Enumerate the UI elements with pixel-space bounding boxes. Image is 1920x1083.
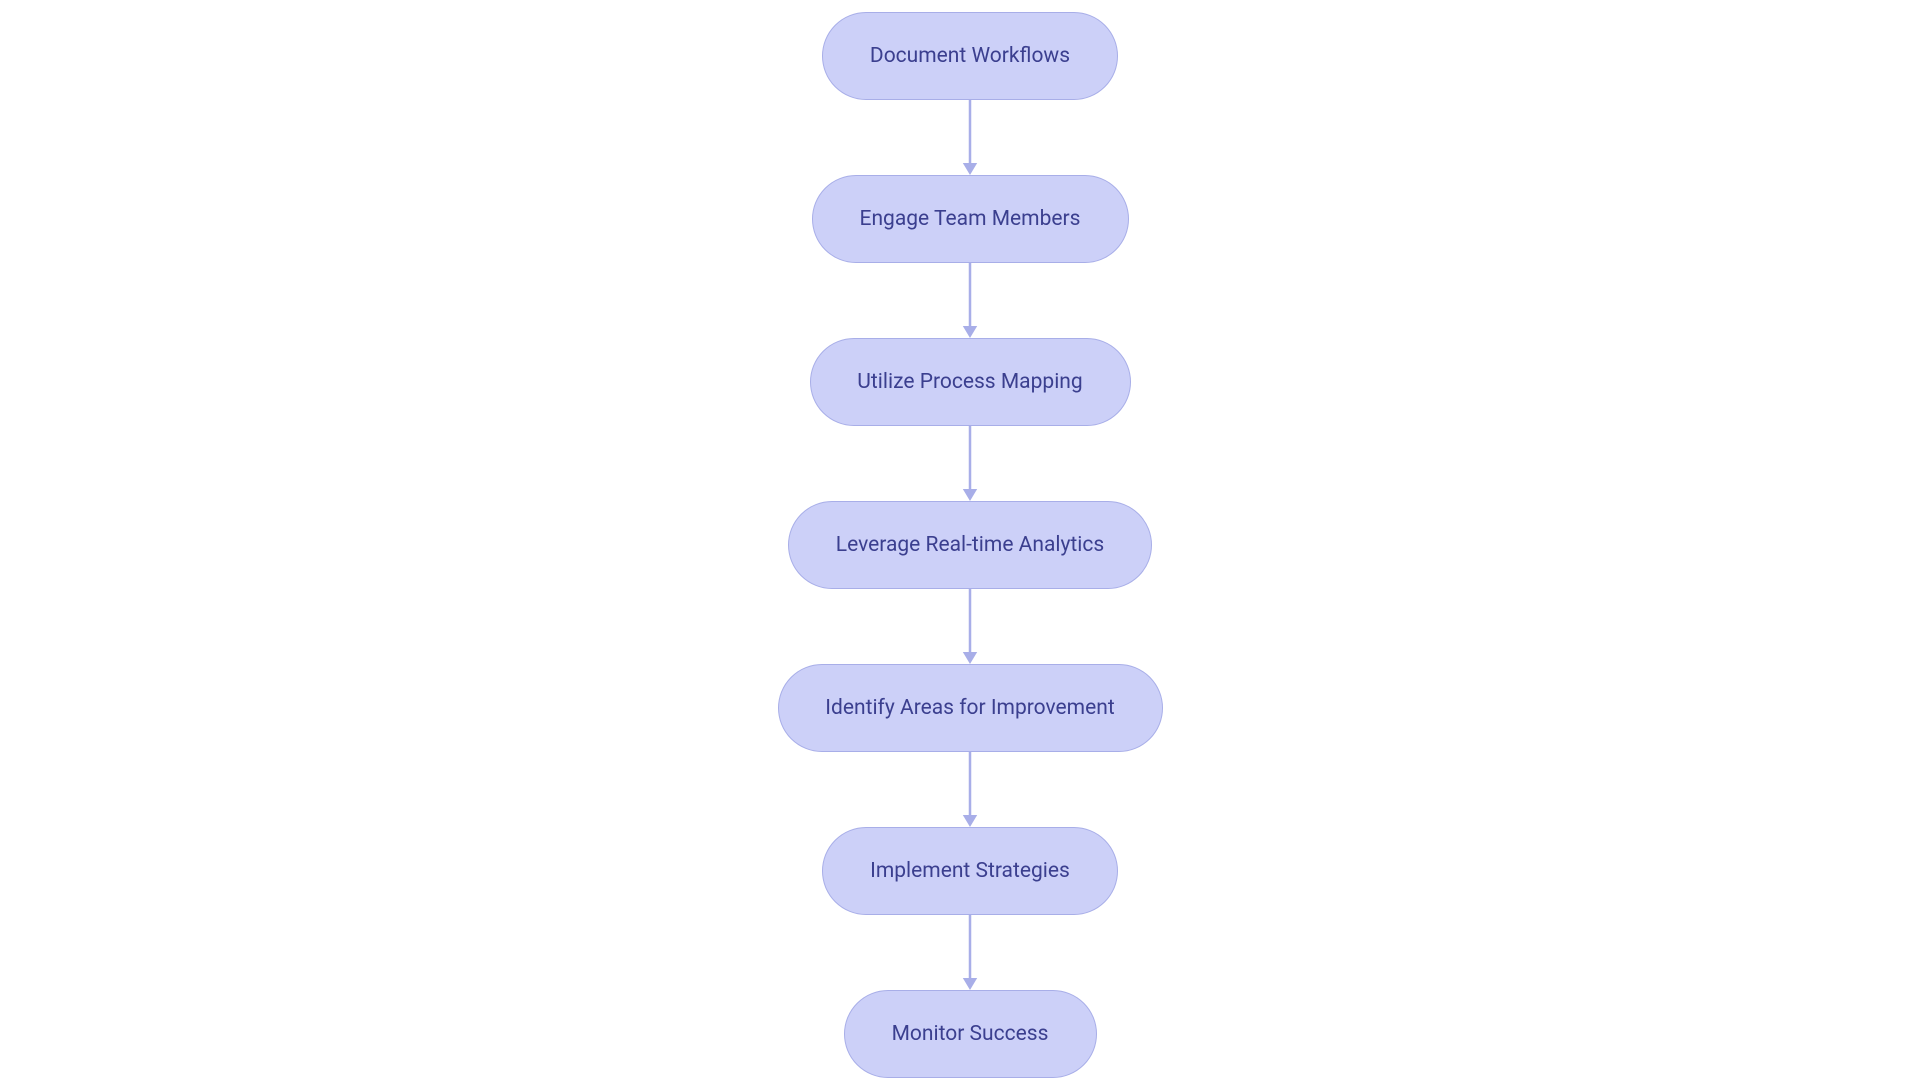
flowchart-node-label: Utilize Process Mapping xyxy=(857,370,1082,394)
flowchart-node: Document Workflows xyxy=(822,12,1118,100)
flowchart-canvas: Document Workflows Engage Team Members Uti… xyxy=(0,0,1920,1083)
flowchart-edge xyxy=(950,263,990,338)
flowchart-node-label: Engage Team Members xyxy=(860,207,1081,231)
flowchart-edge xyxy=(950,915,990,990)
flowchart-edge xyxy=(950,589,990,664)
flowchart-node: Implement Strategies xyxy=(822,827,1118,915)
flowchart-node: Monitor Success xyxy=(844,990,1097,1078)
flowchart-node: Utilize Process Mapping xyxy=(810,338,1131,426)
flowchart-edge xyxy=(950,100,990,175)
flowchart-node: Engage Team Members xyxy=(812,175,1129,263)
flowchart-node-label: Implement Strategies xyxy=(870,859,1070,883)
flowchart-node-label: Identify Areas for Improvement xyxy=(825,696,1114,720)
flowchart-node: Leverage Real-time Analytics xyxy=(788,501,1152,589)
flowchart-node: Identify Areas for Improvement xyxy=(778,664,1163,752)
flowchart-edge xyxy=(950,426,990,501)
flowchart-node-label: Document Workflows xyxy=(870,44,1070,68)
flowchart-edge xyxy=(950,752,990,827)
flowchart-node-label: Monitor Success xyxy=(892,1022,1049,1046)
flowchart-node-label: Leverage Real-time Analytics xyxy=(836,533,1104,557)
